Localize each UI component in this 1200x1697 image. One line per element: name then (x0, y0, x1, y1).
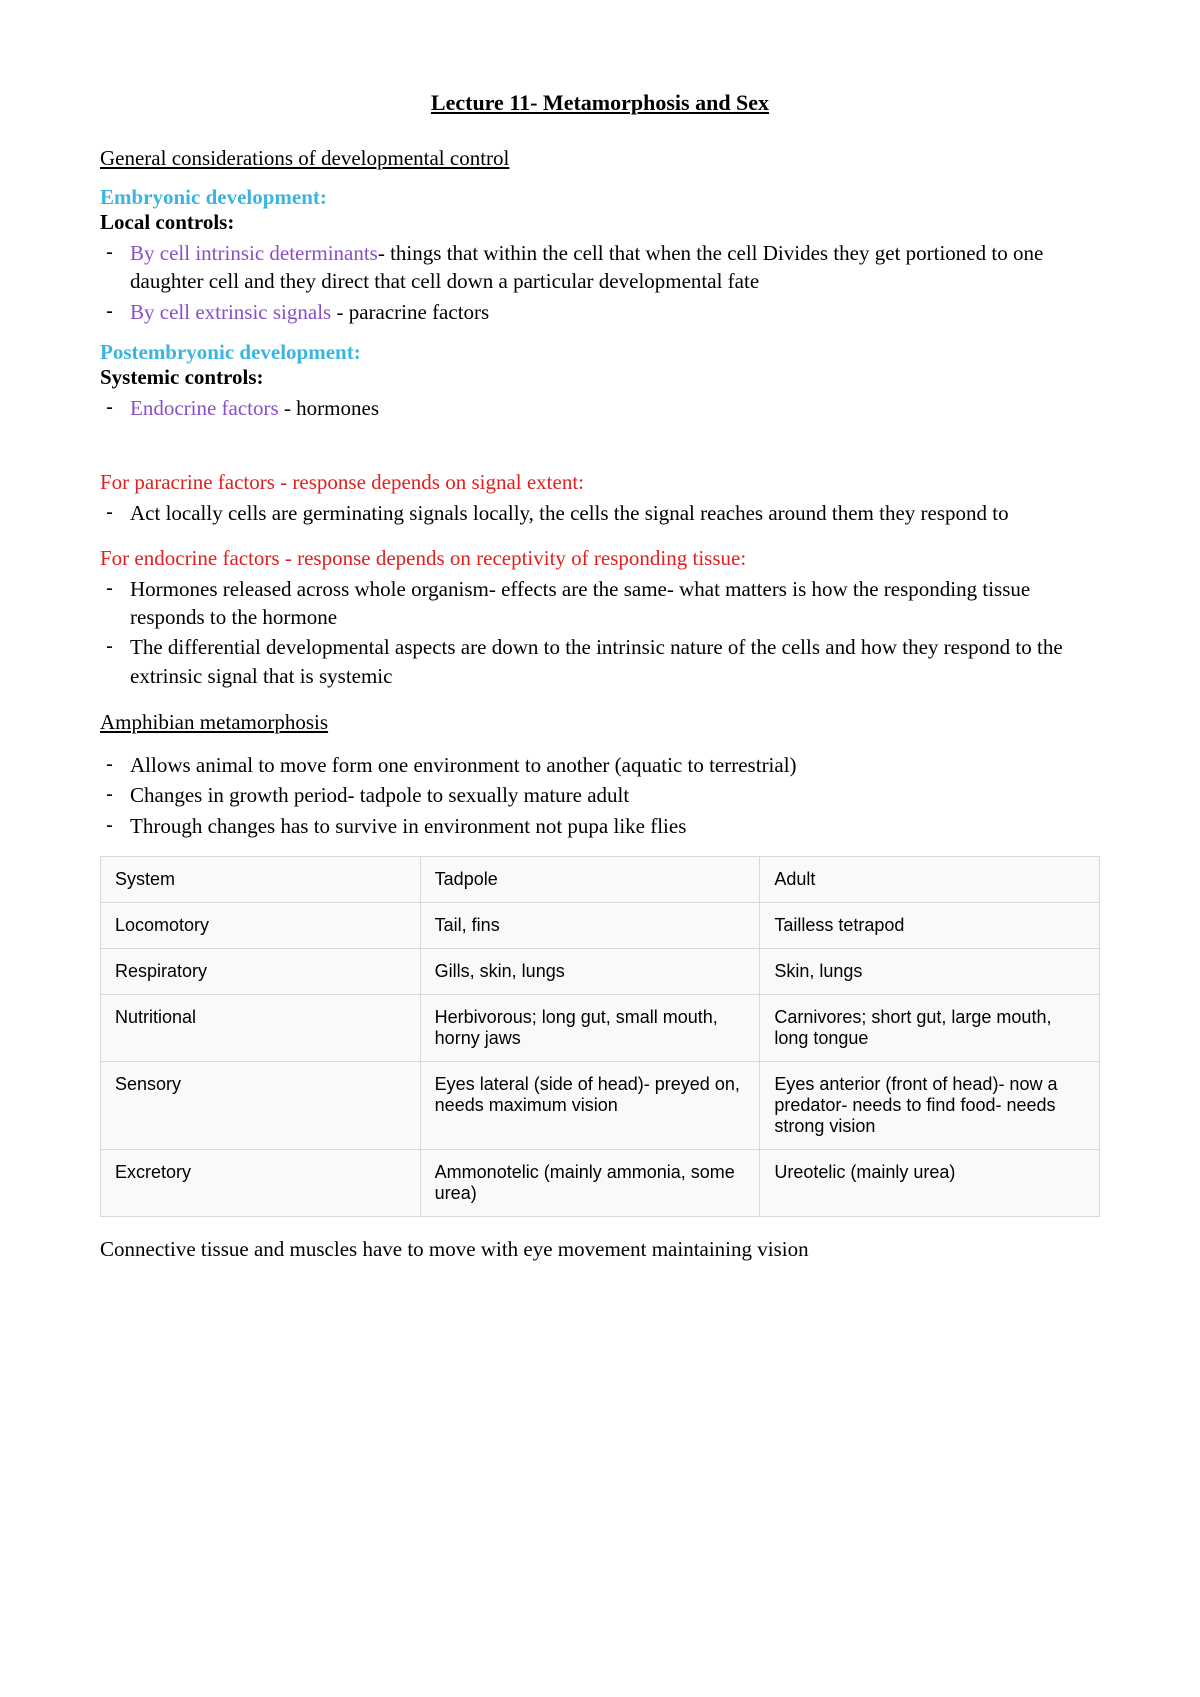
postembryonic-heading: Postembryonic development: (100, 340, 1100, 365)
list-item: The differential developmental aspects a… (100, 633, 1100, 690)
table-row: Sensory Eyes lateral (side of head)- pre… (101, 1062, 1100, 1150)
spacer (100, 434, 1100, 452)
table-header-cell: Tadpole (420, 857, 760, 903)
list-item: Changes in growth period- tadpole to sex… (100, 781, 1100, 809)
postembryonic-list: Endocrine factors - hormones (100, 394, 1100, 422)
table-cell: Gills, skin, lungs (420, 949, 760, 995)
table-cell: Nutritional (101, 995, 421, 1062)
closing-paragraph: Connective tissue and muscles have to mo… (100, 1235, 1100, 1263)
purple-term: Endocrine factors (130, 396, 279, 420)
systemic-controls-label: Systemic controls: (100, 365, 1100, 390)
table-cell: Eyes lateral (side of head)- preyed on, … (420, 1062, 760, 1150)
list-item: Hormones released across whole organism-… (100, 575, 1100, 632)
table-cell: Herbivorous; long gut, small mouth, horn… (420, 995, 760, 1062)
purple-term: By cell intrinsic determinants (130, 241, 378, 265)
table-cell: Carnivores; short gut, large mouth, long… (760, 995, 1100, 1062)
embryonic-heading: Embryonic development: (100, 185, 1100, 210)
table-body: System Tadpole Adult Locomotory Tail, fi… (101, 857, 1100, 1217)
list-item: By cell intrinsic determinants- things t… (100, 239, 1100, 296)
table-cell: Tail, fins (420, 903, 760, 949)
paracrine-heading: For paracrine factors - response depends… (100, 470, 1100, 495)
table-header-cell: System (101, 857, 421, 903)
item-rest: - hormones (279, 396, 379, 420)
table-row: Respiratory Gills, skin, lungs Skin, lun… (101, 949, 1100, 995)
section-heading-general: General considerations of developmental … (100, 146, 1100, 171)
table-row: System Tadpole Adult (101, 857, 1100, 903)
document-title: Lecture 11- Metamorphosis and Sex (100, 90, 1100, 116)
paracrine-list: Act locally cells are germinating signal… (100, 499, 1100, 527)
list-item: Endocrine factors - hormones (100, 394, 1100, 422)
table-cell: Ammonotelic (mainly ammonia, some urea) (420, 1150, 760, 1217)
list-item: Through changes has to survive in enviro… (100, 812, 1100, 840)
table-row: Excretory Ammonotelic (mainly ammonia, s… (101, 1150, 1100, 1217)
document-page: Lecture 11- Metamorphosis and Sex Genera… (0, 0, 1200, 1697)
amphibian-heading: Amphibian metamorphosis (100, 710, 1100, 735)
table-row: Locomotory Tail, fins Tailless tetrapod (101, 903, 1100, 949)
table-cell: Sensory (101, 1062, 421, 1150)
table-row: Nutritional Herbivorous; long gut, small… (101, 995, 1100, 1062)
list-item: Act locally cells are germinating signal… (100, 499, 1100, 527)
purple-term: By cell extrinsic signals (130, 300, 331, 324)
amphibian-list: Allows animal to move form one environme… (100, 751, 1100, 840)
endocrine-heading: For endocrine factors - response depends… (100, 546, 1100, 571)
list-item: Allows animal to move form one environme… (100, 751, 1100, 779)
endocrine-list: Hormones released across whole organism-… (100, 575, 1100, 690)
list-item: By cell extrinsic signals - paracrine fa… (100, 298, 1100, 326)
table-cell: Eyes anterior (front of head)- now a pre… (760, 1062, 1100, 1150)
local-controls-label: Local controls: (100, 210, 1100, 235)
table-cell: Locomotory (101, 903, 421, 949)
comparison-table: System Tadpole Adult Locomotory Tail, fi… (100, 856, 1100, 1217)
item-rest: - paracrine factors (331, 300, 489, 324)
embryonic-list: By cell intrinsic determinants- things t… (100, 239, 1100, 326)
table-cell: Excretory (101, 1150, 421, 1217)
table-cell: Respiratory (101, 949, 421, 995)
table-cell: Skin, lungs (760, 949, 1100, 995)
table-cell: Ureotelic (mainly urea) (760, 1150, 1100, 1217)
table-header-cell: Adult (760, 857, 1100, 903)
table-cell: Tailless tetrapod (760, 903, 1100, 949)
